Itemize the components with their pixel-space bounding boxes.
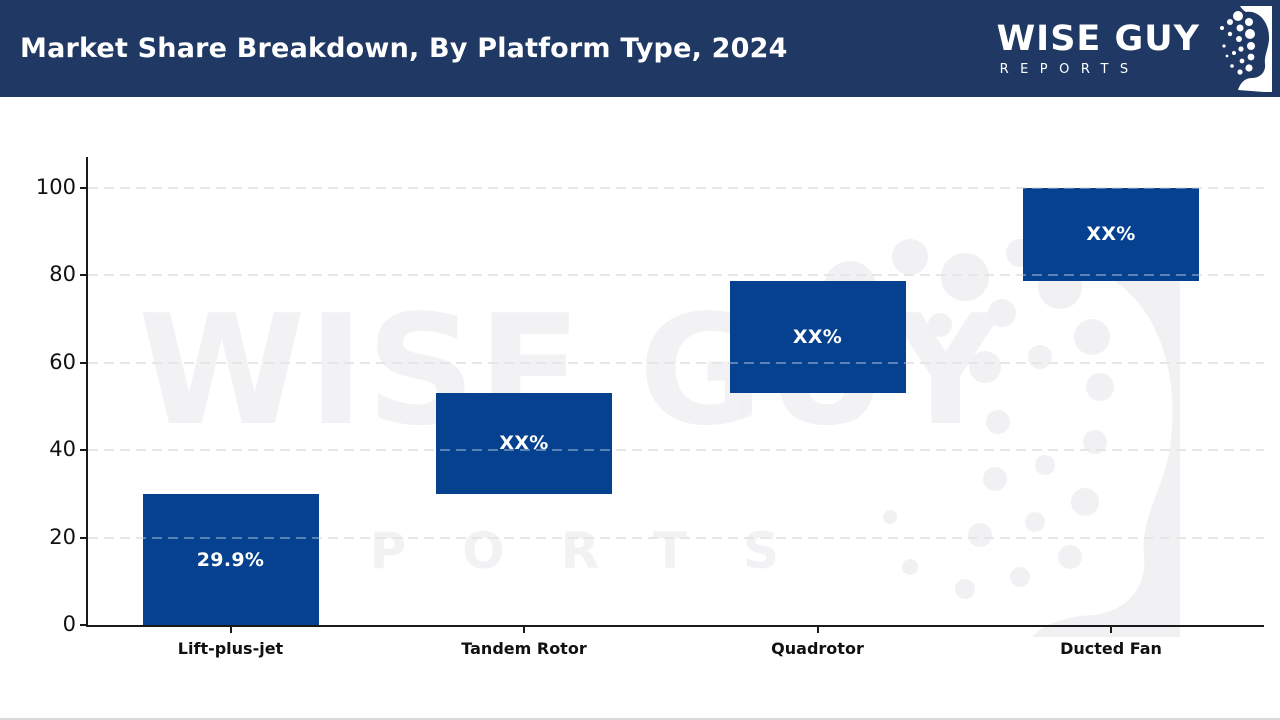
x-tick-mark: [229, 626, 232, 633]
x-tick-mark: [816, 626, 819, 633]
wiseguy-logo: WISE GUY REPORTS: [996, 5, 1272, 92]
bar-tandem-rotor: XX%: [436, 392, 612, 495]
x-tick-mark: [1110, 626, 1112, 633]
y-tick-mark: [80, 274, 87, 276]
y-tick-mark: [80, 449, 87, 451]
x-tick-mark: [523, 626, 525, 633]
y-tick-label: 80: [49, 262, 76, 286]
gridline: [88, 361, 1264, 364]
gridlines: [0, 97, 1280, 718]
y-tick-label: 0: [62, 612, 76, 636]
gridline: [88, 536, 1264, 539]
chart-title: Market Share Breakdown, By Platform Type…: [20, 33, 788, 64]
x-axis-spine: [86, 625, 1264, 627]
y-tick-mark: [80, 536, 87, 539]
bar-quadrotor: XX%: [729, 281, 906, 393]
bar-lift-plus-jet: 29.9%: [142, 494, 319, 625]
y-tick-label: 20: [49, 524, 76, 549]
x-tick-label: Lift-plus-jet: [177, 639, 284, 658]
gridline: [88, 361, 1264, 364]
logo-face-icon: [1220, 5, 1272, 92]
gridline: [88, 274, 1264, 276]
gridline: [88, 449, 1264, 451]
chart-area: WISE GUY REPORTS 29.9% XX% XX% XX%: [0, 97, 1280, 718]
gridline: [88, 186, 1264, 189]
bottom-border-line: [0, 718, 1280, 720]
gridline: [88, 449, 1264, 451]
bar-value-label: XX%: [499, 432, 549, 455]
x-tick-label: Tandem Rotor: [461, 639, 587, 658]
gridline: [88, 274, 1264, 276]
axes: 0 20 40 60 80 100 Lift-plus-jet Tandem Rotor Qu…: [0, 97, 1280, 718]
y-tick-label: 100: [35, 174, 76, 199]
y-tick-label: 40: [49, 437, 76, 461]
logo-subtitle: REPORTS: [999, 61, 1140, 77]
gridline: [88, 186, 1264, 189]
y-axis-spine: [86, 157, 88, 627]
y-tick-mark: [80, 361, 87, 364]
y-tick-mark: [80, 186, 87, 189]
y-tick-label: 60: [49, 349, 76, 374]
header: Market Share Breakdown, By Platform Type…: [0, 0, 1280, 97]
gridline: [88, 536, 1264, 539]
gridline-overlays: [0, 97, 1280, 718]
bar-value-label: XX%: [792, 325, 843, 348]
y-tick-mark: [80, 624, 87, 626]
bar-value-label: XX%: [1086, 223, 1136, 246]
logo-wordmark: WISE GUY: [996, 18, 1200, 59]
x-tick-label: Quadrotor: [771, 639, 864, 658]
bar-value-label: 29.9%: [196, 548, 265, 571]
x-tick-label: Ducted Fan: [1060, 639, 1162, 658]
